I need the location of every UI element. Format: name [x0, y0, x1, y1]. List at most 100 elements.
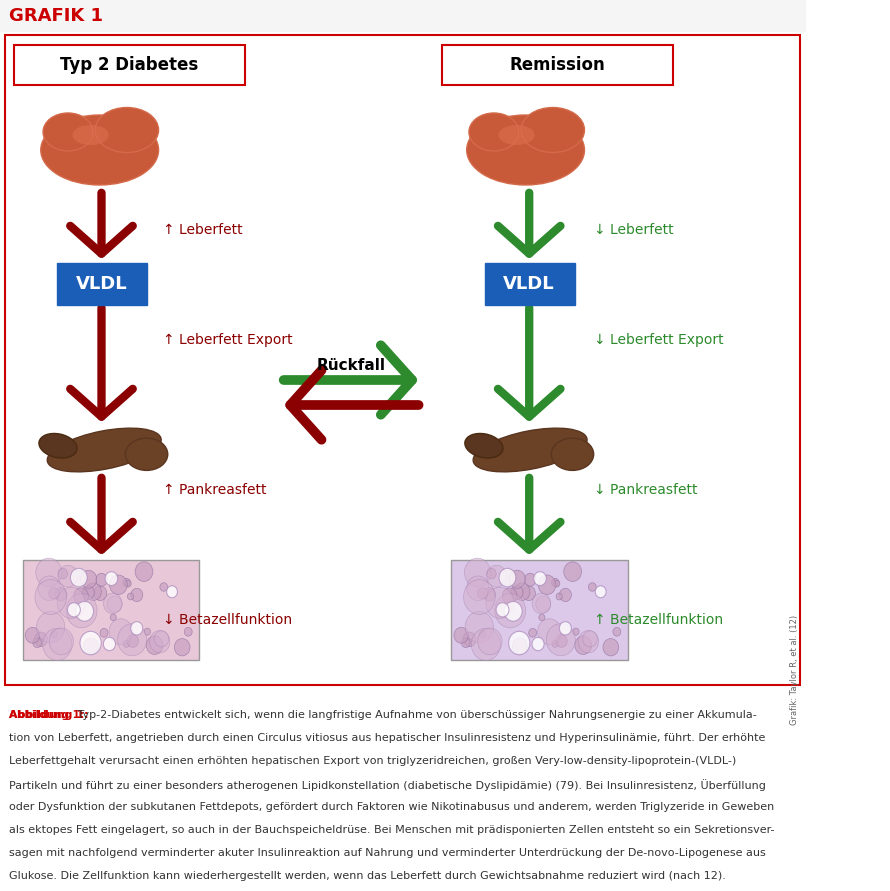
Circle shape	[496, 602, 509, 617]
Bar	[22, 560, 199, 660]
Text: Abbildung 1:: Abbildung 1:	[9, 710, 84, 720]
Text: Partikeln und führt zu einer besonders atherogenen Lipidkonstellation (diabetisc: Partikeln und führt zu einer besonders a…	[9, 779, 766, 791]
Circle shape	[588, 583, 596, 592]
Circle shape	[58, 565, 77, 587]
Circle shape	[110, 614, 117, 621]
Ellipse shape	[43, 113, 93, 151]
FancyBboxPatch shape	[485, 263, 575, 305]
Circle shape	[554, 580, 560, 587]
Circle shape	[499, 568, 516, 587]
Circle shape	[154, 631, 169, 647]
Ellipse shape	[72, 125, 109, 145]
Circle shape	[70, 568, 87, 587]
Circle shape	[95, 573, 108, 586]
Text: VLDL: VLDL	[76, 275, 127, 293]
Text: Leberfettgehalt verursacht einen erhöhten hepatischen Export von triglyzeridreic: Leberfettgehalt verursacht einen erhöhte…	[9, 756, 736, 766]
Circle shape	[595, 585, 606, 598]
Circle shape	[51, 631, 57, 638]
Circle shape	[560, 588, 571, 601]
Circle shape	[35, 632, 47, 647]
Circle shape	[55, 588, 67, 601]
Ellipse shape	[498, 125, 535, 145]
Circle shape	[502, 570, 515, 585]
Ellipse shape	[465, 433, 503, 458]
FancyBboxPatch shape	[442, 45, 674, 85]
Circle shape	[466, 576, 489, 601]
Ellipse shape	[551, 438, 594, 470]
Text: sagen mit nachfolgend verminderter akuter Insulinreaktion auf Nahrung und vermin: sagen mit nachfolgend verminderter akute…	[9, 848, 765, 858]
Circle shape	[117, 624, 147, 656]
Circle shape	[534, 572, 546, 585]
Ellipse shape	[473, 429, 587, 472]
Circle shape	[36, 611, 65, 642]
Circle shape	[508, 632, 530, 655]
Circle shape	[66, 593, 97, 628]
Text: ↑ Betazellfunktion: ↑ Betazellfunktion	[594, 613, 723, 627]
Ellipse shape	[47, 429, 161, 472]
Circle shape	[465, 558, 490, 587]
Circle shape	[536, 596, 551, 612]
Ellipse shape	[95, 108, 158, 152]
Circle shape	[538, 614, 545, 621]
Circle shape	[160, 583, 167, 592]
Text: Glukose. Die Zellfunktion kann wiederhergestellt werden, wenn das Leberfett durc: Glukose. Die Zellfunktion kann wiederher…	[9, 871, 726, 881]
Text: ↓ Leberfett Export: ↓ Leberfett Export	[594, 333, 724, 347]
Text: ↑ Leberfett Export: ↑ Leberfett Export	[163, 333, 293, 347]
Circle shape	[480, 631, 486, 638]
Circle shape	[556, 593, 562, 600]
Text: Rückfall: Rückfall	[316, 357, 385, 372]
Ellipse shape	[521, 108, 585, 152]
Circle shape	[166, 585, 177, 598]
Circle shape	[495, 593, 526, 628]
Text: ↓ Leberfett: ↓ Leberfett	[594, 223, 673, 237]
Circle shape	[150, 631, 170, 653]
Circle shape	[123, 578, 130, 586]
Circle shape	[465, 611, 493, 642]
Circle shape	[103, 593, 122, 614]
Circle shape	[573, 628, 579, 635]
Circle shape	[100, 628, 108, 637]
Circle shape	[68, 602, 80, 617]
Circle shape	[93, 586, 107, 601]
Circle shape	[513, 638, 527, 654]
Text: ↓ Pankreasfett: ↓ Pankreasfett	[594, 483, 697, 497]
Circle shape	[49, 588, 59, 599]
Circle shape	[123, 640, 130, 648]
Ellipse shape	[41, 115, 158, 185]
Text: ↑ Pankreasfett: ↑ Pankreasfett	[163, 483, 267, 497]
Circle shape	[529, 628, 537, 637]
Circle shape	[131, 622, 142, 635]
Circle shape	[76, 601, 93, 621]
Circle shape	[472, 628, 500, 660]
Circle shape	[486, 587, 514, 618]
Circle shape	[131, 588, 142, 601]
Bar	[451, 560, 628, 660]
Circle shape	[109, 575, 127, 594]
Circle shape	[174, 639, 190, 656]
Circle shape	[555, 634, 567, 647]
Circle shape	[144, 628, 150, 635]
FancyBboxPatch shape	[13, 45, 245, 85]
Circle shape	[509, 570, 525, 588]
Circle shape	[103, 637, 116, 650]
Circle shape	[105, 572, 117, 585]
Text: als ektopes Fett eingelagert, so auch in der Bauchspeicheldrüse. Bei Menschen mi: als ektopes Fett eingelagert, so auch in…	[9, 825, 774, 835]
Circle shape	[552, 640, 558, 648]
Circle shape	[546, 624, 575, 656]
Circle shape	[478, 628, 502, 655]
Circle shape	[73, 570, 87, 585]
Circle shape	[109, 618, 133, 644]
Circle shape	[454, 627, 468, 643]
Circle shape	[43, 628, 72, 660]
Ellipse shape	[39, 433, 77, 458]
Circle shape	[511, 585, 523, 600]
Circle shape	[107, 596, 122, 612]
Circle shape	[487, 568, 497, 579]
Circle shape	[522, 586, 536, 601]
Text: Typ-2-Diabetes entwickelt sich, wenn die langfristige Aufnahme von überschüssige: Typ-2-Diabetes entwickelt sich, wenn die…	[74, 710, 757, 720]
FancyBboxPatch shape	[57, 263, 147, 305]
Circle shape	[125, 580, 131, 587]
Circle shape	[559, 622, 571, 635]
Text: ↓ Betazellfunktion: ↓ Betazellfunktion	[163, 613, 292, 627]
Circle shape	[575, 636, 592, 654]
